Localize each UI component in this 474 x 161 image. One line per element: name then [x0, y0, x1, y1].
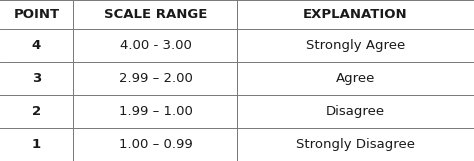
Text: 4.00 - 3.00: 4.00 - 3.00 — [119, 39, 191, 52]
Text: 3: 3 — [32, 72, 41, 85]
Text: 1.00 – 0.99: 1.00 – 0.99 — [118, 138, 192, 151]
Text: EXPLANATION: EXPLANATION — [303, 8, 408, 21]
Text: 1: 1 — [32, 138, 41, 151]
Text: SCALE RANGE: SCALE RANGE — [104, 8, 207, 21]
Text: Disagree: Disagree — [326, 105, 385, 118]
Text: Strongly Agree: Strongly Agree — [306, 39, 405, 52]
Text: Agree: Agree — [336, 72, 375, 85]
Text: 2: 2 — [32, 105, 41, 118]
Text: 2.99 – 2.00: 2.99 – 2.00 — [118, 72, 192, 85]
Text: Strongly Disagree: Strongly Disagree — [296, 138, 415, 151]
Text: 1.99 – 1.00: 1.99 – 1.00 — [118, 105, 192, 118]
Text: 4: 4 — [32, 39, 41, 52]
Text: POINT: POINT — [13, 8, 60, 21]
